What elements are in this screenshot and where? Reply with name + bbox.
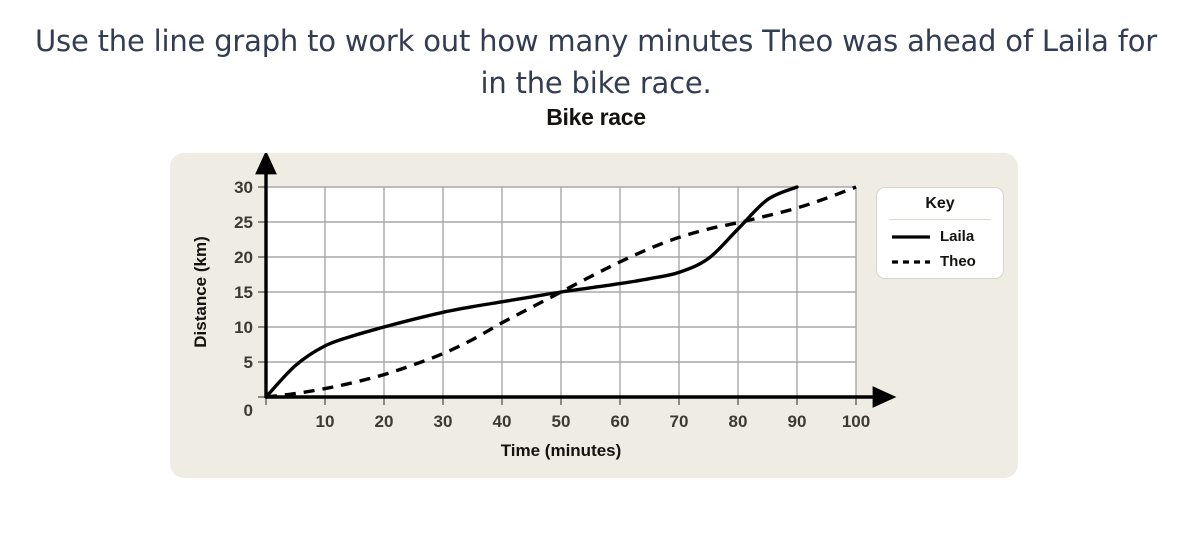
legend-title: Key	[925, 195, 955, 213]
page-title: Use the line graph to work out how many …	[35, 24, 1157, 101]
legend-item-theo: Theo	[877, 253, 1003, 270]
y-tick-label: 10	[234, 318, 253, 337]
solid-line-icon	[892, 234, 930, 239]
x-tick-label: 90	[788, 412, 807, 431]
series-line-laila	[264, 185, 799, 399]
y-tick-label: 30	[234, 178, 253, 197]
legend-label-laila: Laila	[940, 228, 975, 246]
x-tick-label: 80	[729, 412, 748, 431]
y-tick-label: 5	[244, 353, 253, 372]
line-chart-plot: 30 25 20 15 10 5 0 10 20 30 40 50 60 70 …	[191, 153, 897, 460]
x-tick-label: 100	[842, 412, 870, 431]
x-tick-label: 10	[316, 412, 335, 431]
y-axis-title: Distance (km)	[191, 236, 210, 347]
legend-label-theo: Theo	[940, 253, 976, 271]
x-tick-label: 60	[611, 412, 630, 431]
dashed-line-icon	[892, 259, 930, 264]
legend-item-laila: Laila	[877, 228, 1003, 245]
series-line-theo	[265, 185, 857, 399]
y-tick-label: 20	[234, 248, 253, 267]
chart-figure: Bike race	[0, 104, 1192, 479]
chart-title: Bike race	[546, 104, 646, 131]
x-tick-label: 70	[670, 412, 689, 431]
chart-legend: Key Laila Theo	[876, 187, 1004, 280]
x-tick-label: 40	[493, 412, 512, 431]
chart-card: 30 25 20 15 10 5 0 10 20 30 40 50 60 70 …	[170, 153, 1018, 479]
y-tick-label: 25	[234, 213, 253, 232]
x-tick-label: 30	[434, 412, 453, 431]
y-tick-label: 15	[234, 283, 253, 302]
legend-divider	[889, 219, 991, 221]
x-axis-title: Time (minutes)	[501, 441, 622, 460]
y-tick-label-zero: 0	[244, 401, 253, 420]
x-tick-label: 20	[375, 412, 394, 431]
y-axis-tick-labels: 30 25 20 15 10 5 0	[234, 178, 253, 420]
x-axis-tick-labels: 10 20 30 40 50 60 70 80 90 100	[316, 412, 871, 431]
x-tick-label: 50	[552, 412, 571, 431]
